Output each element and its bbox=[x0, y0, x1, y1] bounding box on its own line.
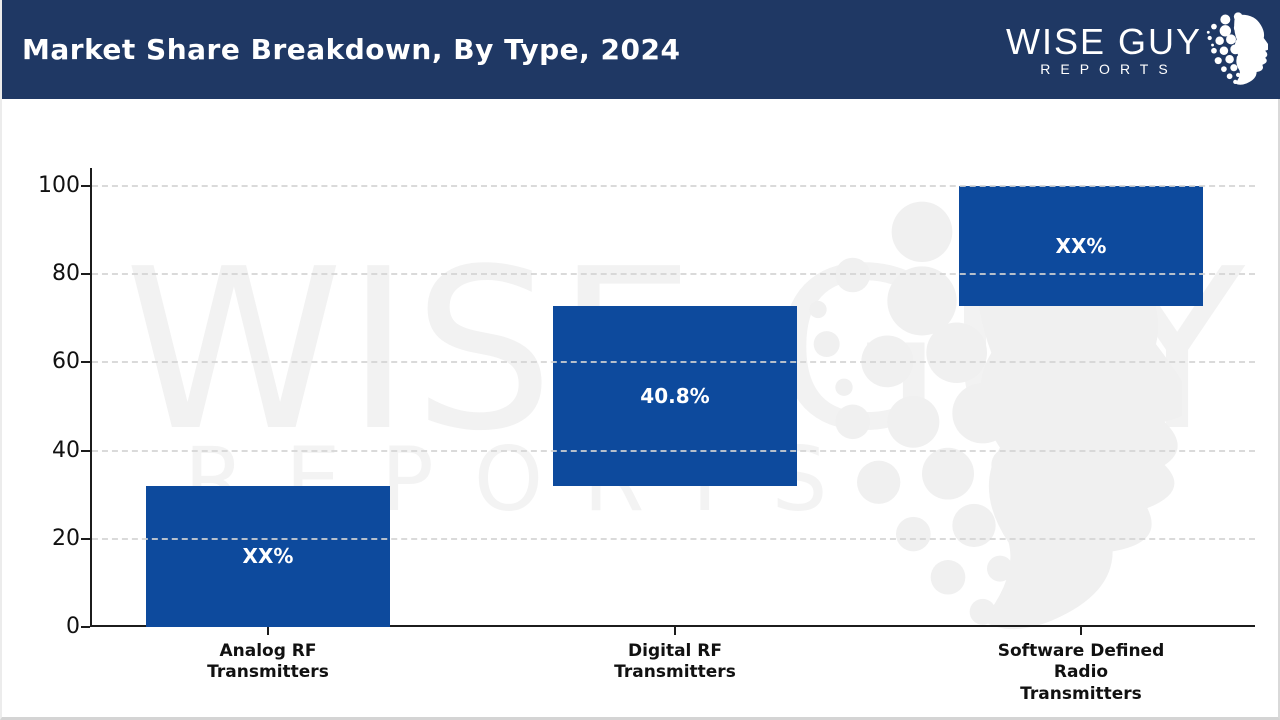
page-title: Market Share Breakdown, By Type, 2024 bbox=[22, 33, 681, 66]
gridline-60 bbox=[92, 361, 1255, 364]
y-tick-mark-0 bbox=[81, 626, 90, 628]
gridline-20 bbox=[92, 537, 1255, 540]
bar-value-label-digital-rf-transmitters: 40.8% bbox=[640, 383, 710, 408]
x-category-label-digital-rf-transmitters: Digital RF Transmitters bbox=[614, 641, 736, 683]
y-tick-label-60: 60 bbox=[52, 349, 80, 375]
wiseguy-logo: WISE GUY REPORTS bbox=[1006, 8, 1268, 92]
gridline-40 bbox=[92, 449, 1255, 452]
logo-subtitle: REPORTS bbox=[1040, 60, 1178, 77]
plot-area: 0 20 40 60 80 100 XX% Analog RF Transmitters 40.… bbox=[38, 168, 1255, 704]
y-tick-label-20: 20 bbox=[52, 525, 80, 551]
bar-analog-rf-transmitters bbox=[146, 485, 390, 627]
y-tick-label-100: 100 bbox=[38, 173, 80, 198]
logo-wordmark: WISE GUY bbox=[1005, 21, 1202, 63]
gridline-100 bbox=[92, 185, 1255, 187]
y-tick-mark-100 bbox=[81, 185, 90, 187]
x-tick-mark-analog-rf-transmitters bbox=[267, 627, 269, 635]
y-tick-label-80: 80 bbox=[52, 261, 80, 287]
x-category-label-software-defined-radio-transmitters: Software Defined Radio Transmitters bbox=[997, 641, 1165, 704]
logo-text: WISE GUY REPORTS bbox=[1006, 23, 1202, 77]
y-tick-mark-20 bbox=[81, 537, 90, 540]
y-tick-mark-60 bbox=[81, 361, 90, 364]
bar-digital-rf-transmitters bbox=[553, 305, 797, 486]
x-category-label-analog-rf-transmitters: Analog RF Transmitters bbox=[207, 641, 329, 683]
x-tick-mark-software-defined-radio-transmitters bbox=[1080, 627, 1082, 635]
y-tick-label-40: 40 bbox=[52, 437, 80, 463]
x-tick-mark-digital-rf-transmitters bbox=[674, 627, 676, 635]
y-tick-mark-40 bbox=[81, 449, 90, 452]
y-tick-mark-80 bbox=[81, 273, 90, 276]
bar-value-label-software-defined-radio-transmitters: XX% bbox=[1055, 233, 1107, 258]
bar-value-label-analog-rf-transmitters: XX% bbox=[242, 544, 294, 569]
gridline-80 bbox=[92, 273, 1255, 276]
y-tick-label-0: 0 bbox=[66, 614, 80, 639]
logo-face-icon bbox=[1206, 12, 1268, 85]
header: Market Share Breakdown, By Type, 2024 WI… bbox=[2, 0, 1280, 99]
